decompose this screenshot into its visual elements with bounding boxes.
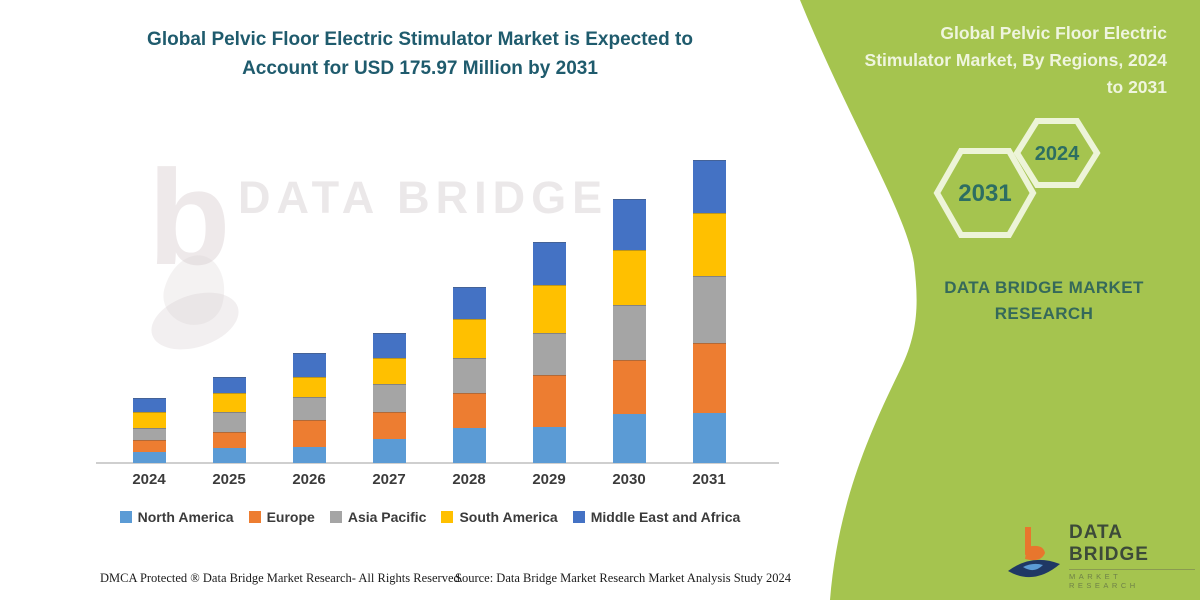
bar-segment xyxy=(373,357,406,384)
bar-segment xyxy=(533,333,566,376)
x-axis-label: 2026 xyxy=(292,471,326,488)
bar-segment xyxy=(533,427,566,463)
legend-label: Middle East and Africa xyxy=(590,509,741,525)
bar-segment xyxy=(293,376,326,397)
legend-item: Europe xyxy=(248,509,315,525)
bar-segment xyxy=(213,448,246,463)
bar-segment xyxy=(693,342,726,414)
bar-segment xyxy=(693,160,726,213)
bar-segment xyxy=(213,377,246,394)
bar-segment xyxy=(613,304,646,360)
footer-source: Source: Data Bridge Market Research Mark… xyxy=(455,571,792,585)
company-logo-icon xyxy=(1005,525,1063,587)
x-axis-label: 2029 xyxy=(532,471,566,488)
logo-subtitle: MARKET RESEARCH xyxy=(1069,569,1195,590)
legend-item: North America xyxy=(119,509,234,525)
hexagon-2024-icon xyxy=(1013,118,1101,188)
x-axis-label: 2024 xyxy=(132,471,166,488)
bar-segment xyxy=(133,451,166,463)
logo-title: DATA BRIDGE xyxy=(1069,522,1149,565)
bar-segment xyxy=(453,358,486,394)
bar-segment xyxy=(133,427,166,440)
bar-segment xyxy=(453,319,486,359)
bar-segment xyxy=(213,393,246,413)
bar-segment xyxy=(293,353,326,377)
legend-swatch-icon xyxy=(329,511,342,523)
bar-segment xyxy=(693,212,726,276)
bar-segment xyxy=(693,276,726,343)
legend-item: Middle East and Africa xyxy=(572,509,741,525)
bar-segment xyxy=(453,393,486,429)
stacked-bar-2025 xyxy=(213,377,246,463)
bar-segment xyxy=(293,419,326,447)
company-logo-text: DATA BRIDGE MARKET RESEARCH xyxy=(1069,522,1195,590)
stacked-bar-2029 xyxy=(533,241,566,463)
brand-name-text: DATA BRIDGE MARKET RESEARCH xyxy=(944,278,1144,323)
bar-segment xyxy=(533,241,566,285)
bar-segment xyxy=(533,284,566,333)
right-panel-title: Global Pelvic Floor Electric Stimulator … xyxy=(864,23,1167,98)
chart-title: Global Pelvic Floor Electric Stimulator … xyxy=(147,29,693,79)
bar-segment xyxy=(293,447,326,463)
bar-segment xyxy=(613,413,646,463)
bar-segment xyxy=(373,383,406,413)
x-axis-labels: 2024 2025 2026 2027 2028 2029 2030 2031 xyxy=(100,471,775,493)
stacked-bar-2026 xyxy=(293,353,326,463)
x-axis-label: 2025 xyxy=(212,471,246,488)
x-axis-line xyxy=(96,462,779,464)
stacked-bar-2028 xyxy=(453,287,486,463)
stacked-bar-2031 xyxy=(693,160,726,463)
legend-swatch-icon xyxy=(119,511,132,523)
plot-area xyxy=(96,150,779,464)
hexagons-graphic: 2031 2024 xyxy=(933,118,1101,238)
bar-segment xyxy=(213,432,246,449)
bar-segment xyxy=(133,397,166,412)
x-axis-label: 2031 xyxy=(692,471,726,488)
bar-segment xyxy=(453,287,486,320)
bar-segment xyxy=(373,439,406,463)
hexagon-2024-label: 2024 xyxy=(1035,143,1080,165)
bar-segment xyxy=(613,199,646,251)
bar-segment xyxy=(133,439,166,452)
legend-label: South America xyxy=(459,509,558,525)
bar-segment xyxy=(293,396,326,420)
legend-swatch-icon xyxy=(572,511,585,523)
footer-copyright: DMCA Protected ® Data Bridge Market Rese… xyxy=(100,571,463,585)
bar-segment xyxy=(373,333,406,358)
watermark-text: DATA BRIDGE xyxy=(238,172,609,223)
legend-item: South America xyxy=(441,509,558,525)
bar-segment xyxy=(613,250,646,305)
company-logo: DATA BRIDGE MARKET RESEARCH xyxy=(1005,522,1195,590)
legend-label: Asia Pacific xyxy=(347,509,427,525)
legend-item: Asia Pacific xyxy=(329,509,427,525)
stacked-bar-2030 xyxy=(613,199,646,463)
x-axis-label: 2028 xyxy=(452,471,486,488)
bar-segment xyxy=(213,412,246,433)
x-axis-label: 2030 xyxy=(612,471,646,488)
legend-swatch-icon xyxy=(248,511,261,523)
legend-label: North America xyxy=(137,509,234,525)
bar-segment xyxy=(133,411,166,428)
stacked-bar-2024 xyxy=(133,397,166,463)
bar-segment xyxy=(613,359,646,414)
bar-segment xyxy=(533,375,566,428)
bar-segment xyxy=(453,428,486,463)
chart-legend: North America Europe Asia Pacific South Ame… xyxy=(95,509,765,525)
bar-segment xyxy=(693,413,726,463)
legend-label: Europe xyxy=(266,509,315,525)
stacked-bar-2027 xyxy=(373,333,406,463)
bar-segment xyxy=(373,412,406,440)
watermark-logo-icon: b xyxy=(148,142,231,293)
hexagon-2031-icon xyxy=(933,148,1037,238)
x-axis-label: 2027 xyxy=(372,471,406,488)
legend-swatch-icon xyxy=(441,511,454,523)
hexagon-2031-label: 2031 xyxy=(958,180,1011,207)
